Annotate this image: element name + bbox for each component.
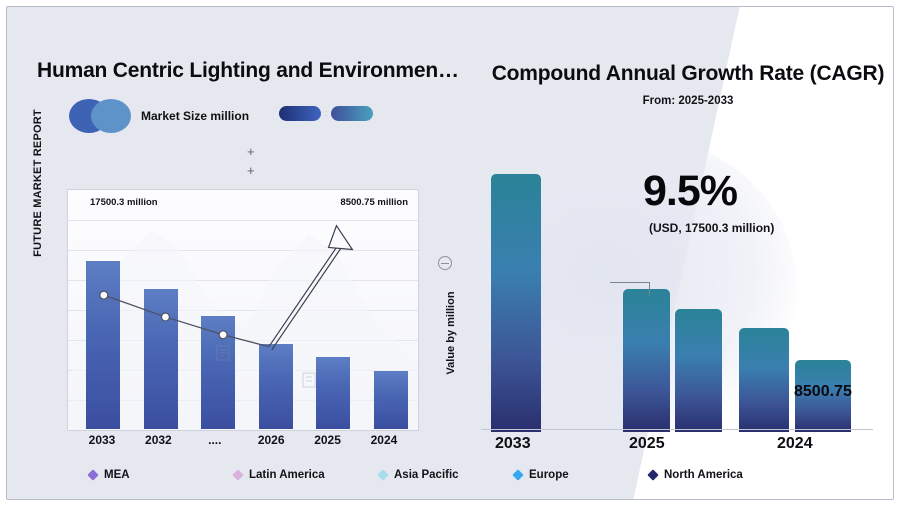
legend-item-north-america[interactable]: North America bbox=[647, 469, 743, 481]
x-tick-2033: 2033 bbox=[88, 433, 116, 447]
plus-marks-decoration: + + bbox=[247, 144, 255, 178]
legend-label-north-america: North America bbox=[664, 469, 743, 481]
right-panel-title: Compound Annual Growth Rate (CAGR) bbox=[491, 62, 885, 85]
market-size-label: Market Size million bbox=[141, 109, 250, 123]
legend-item-asia-pacific[interactable]: Asia Pacific bbox=[377, 469, 514, 481]
pill-swatch-secondary bbox=[331, 106, 374, 121]
legend-item-latin-america[interactable]: Latin America bbox=[232, 469, 379, 481]
document-icon-faint-1 bbox=[216, 345, 230, 361]
cagr-value: 9.5% bbox=[643, 167, 738, 215]
right-x-tick-2024: 2024 bbox=[777, 435, 813, 452]
minus-circle-icon bbox=[438, 256, 452, 270]
region-legend: MEA Latin America Asia Pacific Europe No… bbox=[7, 469, 893, 481]
background-slab: Human Centric Lighting and Environmen… M… bbox=[6, 6, 894, 500]
left-chart-bars bbox=[86, 204, 408, 429]
left-chart-value-start: 17500.3 million bbox=[90, 197, 158, 208]
left-chart-x-axis: 2033 2032 .... 2026 2025 2024 bbox=[67, 433, 419, 447]
pill-separator: : bbox=[325, 109, 328, 118]
x-tick-2024: 2024 bbox=[370, 433, 398, 447]
legend-label-latin-america: Latin America bbox=[249, 469, 325, 481]
left-bar-ellipsis bbox=[201, 316, 236, 429]
x-tick-2026: 2026 bbox=[257, 433, 285, 447]
plus-icon-1: + bbox=[247, 144, 255, 159]
left-chart-secondary-axis-label: Value by million bbox=[445, 291, 457, 375]
right-bar-2025-secondary bbox=[675, 309, 722, 432]
right-bar-2025-primary bbox=[623, 289, 670, 432]
x-tick-2032: 2032 bbox=[145, 433, 172, 447]
legend-dot-mea bbox=[87, 469, 99, 481]
pill-swatch-primary bbox=[279, 106, 321, 121]
pill-legend-group: : bbox=[279, 106, 374, 121]
left-bar-2032 bbox=[143, 289, 178, 429]
left-chart-trend-line bbox=[99, 224, 354, 351]
cagr-note: (USD, 17500.3 million) bbox=[649, 221, 775, 235]
overlapping-circles-icon bbox=[69, 99, 131, 133]
legend-item-europe[interactable]: Europe bbox=[512, 469, 649, 481]
right-bar-2024-primary bbox=[739, 328, 789, 432]
growth-arrow-icon bbox=[268, 224, 354, 351]
document-icon-faint-2 bbox=[302, 372, 316, 388]
right-bar-2024-secondary bbox=[795, 360, 851, 432]
left-panel-title: Human Centric Lighting and Environmen… bbox=[37, 59, 457, 82]
plus-icon-2: + bbox=[247, 163, 255, 178]
right-x-tick-2025: 2025 bbox=[629, 435, 665, 452]
left-bar-2026 bbox=[258, 344, 293, 429]
market-size-logo-row: Market Size million bbox=[69, 99, 249, 133]
x-tick-2025: 2025 bbox=[314, 433, 341, 447]
left-bar-2024 bbox=[373, 371, 408, 429]
bracket-decoration bbox=[610, 282, 650, 296]
left-chart-y-axis-label: FUTURE MARKET REPORT bbox=[32, 109, 44, 257]
left-bar-chart: 17500.3 million 8500.75 million bbox=[67, 189, 419, 431]
legend-dot-north-america bbox=[647, 469, 659, 481]
right-x-tick-2033: 2033 bbox=[495, 435, 531, 452]
right-panel-subtitle: From: 2025-2033 bbox=[642, 95, 734, 107]
legend-dot-asia-pacific bbox=[377, 469, 389, 481]
right-chart-baseline bbox=[481, 429, 873, 430]
legend-item-mea[interactable]: MEA bbox=[87, 469, 234, 481]
right-chart-data-label: 8500.75 bbox=[794, 383, 852, 400]
left-chart-value-end: 8500.75 million bbox=[340, 197, 408, 208]
legend-label-mea: MEA bbox=[104, 469, 130, 481]
left-bar-2025 bbox=[316, 357, 351, 429]
legend-label-europe: Europe bbox=[529, 469, 569, 481]
right-chart-x-axis: 2033 2025 2024 bbox=[477, 435, 877, 457]
legend-label-asia-pacific: Asia Pacific bbox=[394, 469, 459, 481]
legend-dot-europe bbox=[512, 469, 524, 481]
right-bar-chart bbox=[477, 162, 877, 432]
left-bar-2033 bbox=[86, 261, 120, 429]
x-tick-ellipsis: .... bbox=[208, 433, 222, 447]
right-bar-2033-primary bbox=[491, 174, 541, 432]
legend-dot-latin-america bbox=[232, 469, 244, 481]
